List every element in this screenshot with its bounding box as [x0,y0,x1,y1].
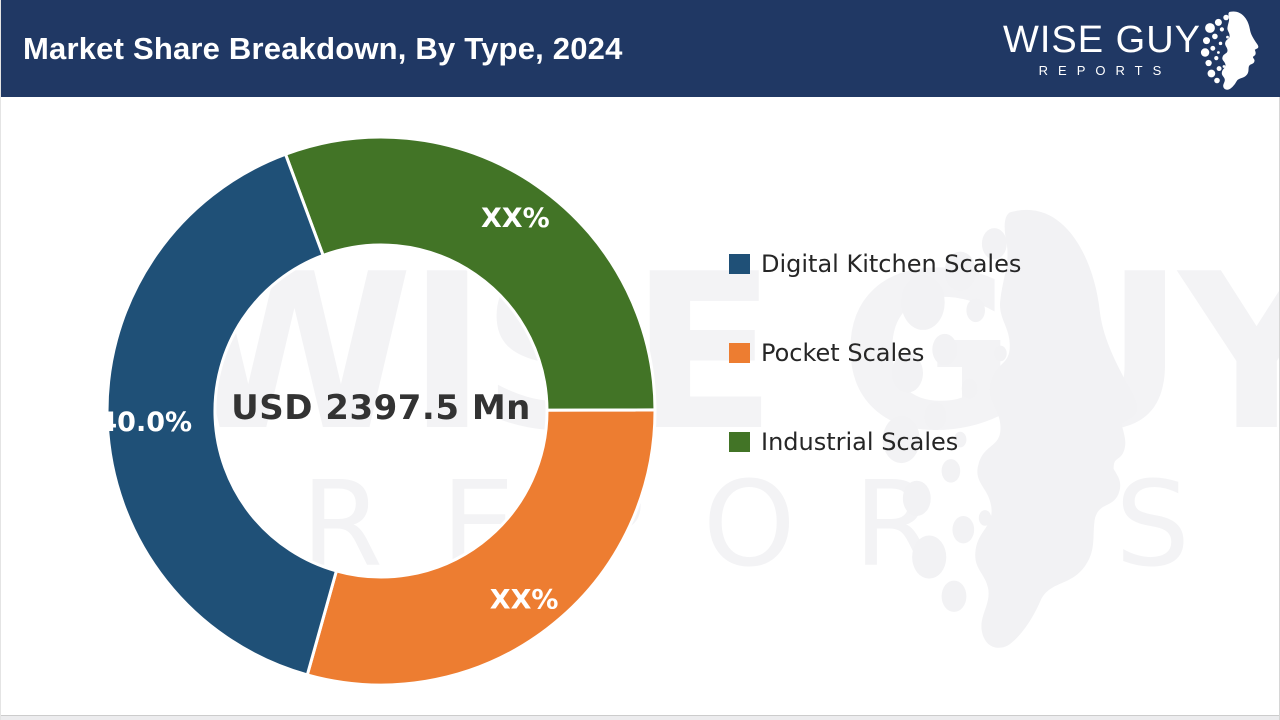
pie-slice-industrial-scales [284,135,657,412]
legend-item-industrial-scales: Industrial Scales [729,428,1021,457]
legend-label: Industrial Scales [761,427,959,456]
legend-swatch-orange [729,343,750,364]
slice-percent-label: XX% [490,585,559,616]
donut-center-value: USD 2397.5 Mn [231,388,531,428]
donut-chart: XX% XX% 40.0% [104,135,657,687]
pie-slice-digital-kitchen-scales [105,152,338,677]
legend-label: Pocket Scales [761,338,925,367]
logo-line1: WISE GUY [1002,18,1201,61]
slice-percent-label: XX% [481,203,550,234]
logo-line2: REPORTS [1038,62,1172,78]
slice-percent-label: 40.0% [104,407,192,438]
page-title: Market Share Breakdown, By Type, 2024 [23,30,623,66]
legend-swatch-green [729,431,750,452]
chart-legend: Digital Kitchen Scales Pocket Scales Ind… [729,250,1021,456]
legend-label: Digital Kitchen Scales [761,250,1022,278]
legend-swatch-blue [729,254,750,275]
wise-guy-reports-logo: WISE GUY REPORTS [1003,6,1267,92]
legend-item-pocket-scales: Pocket Scales [729,339,1021,368]
header-bar: Market Share Breakdown, By Type, 2024 WI… [1,0,1280,97]
logo-wordmark: WISE GUY REPORTS [1003,21,1201,78]
logo-face-icon [1200,11,1259,90]
bottom-border-strip [1,716,1279,720]
pie-slice-pocket-scales [305,408,657,687]
legend-item-digital-kitchen-scales: Digital Kitchen Scales [729,250,1021,279]
bottom-border-line [1,715,1279,716]
